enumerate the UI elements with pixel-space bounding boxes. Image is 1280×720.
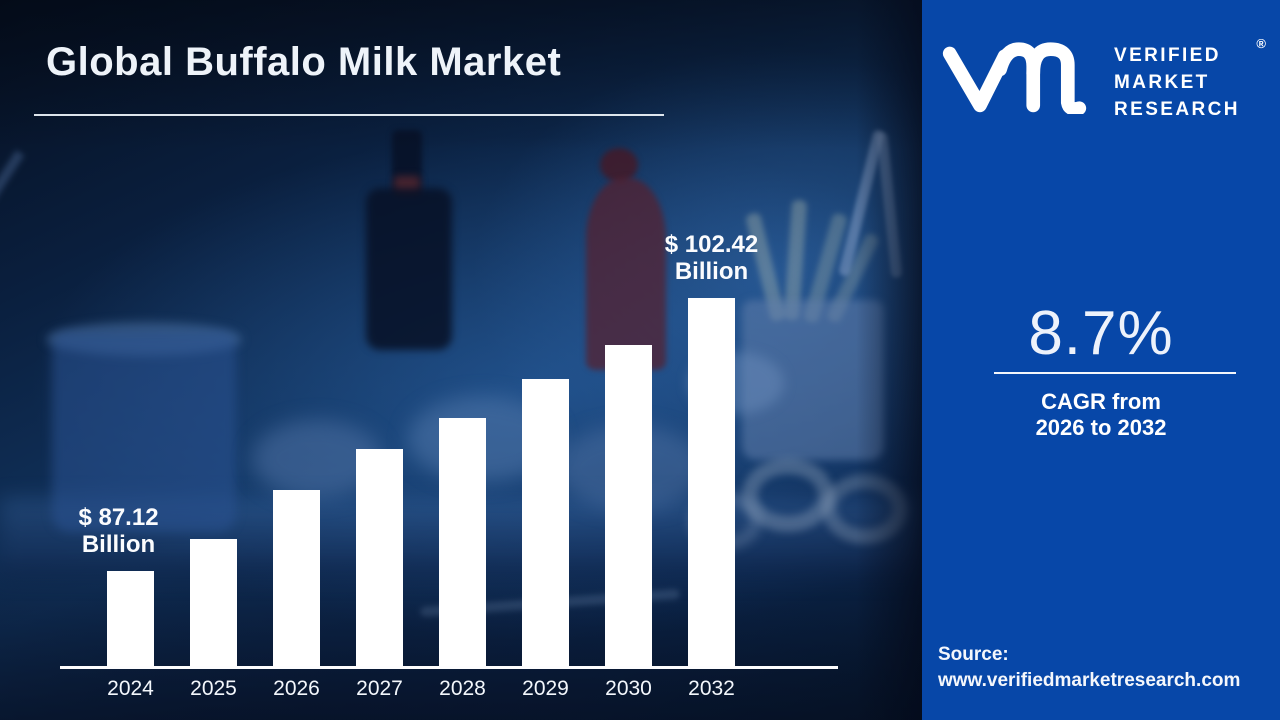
bar-column-2024: $ 87.12 Billion — [78, 504, 159, 666]
bar-2025 — [190, 539, 237, 666]
bar-column-2026 — [273, 490, 320, 666]
cagr-caption: CAGR from 2026 to 2032 — [922, 389, 1280, 441]
x-axis-labels: 2024 2025 2026 2027 2028 2029 2030 2032 — [107, 677, 735, 701]
brand-line-research: RESEARCH — [1114, 99, 1240, 120]
bar-value-label-2032: $ 102.42 Billion — [664, 231, 759, 285]
bar-column-2032: $ 102.42 Billion — [665, 231, 758, 666]
x-tick-2029: 2029 — [522, 677, 569, 700]
cagr-caption-line2: 2026 to 2032 — [1035, 415, 1167, 440]
x-tick-2027: 2027 — [356, 677, 403, 700]
bar-2028 — [439, 418, 486, 666]
source-label: Source: — [938, 644, 1009, 665]
bar-column-2025 — [190, 539, 237, 666]
bar-column-2028 — [439, 418, 486, 666]
title-underline — [34, 114, 664, 116]
bar-2026 — [273, 490, 320, 666]
bar-column-2027 — [356, 449, 403, 666]
bar-value-label-2024: $ 87.12 Billion — [78, 504, 159, 558]
bar-column-2030 — [605, 345, 652, 666]
bar-2030 — [605, 345, 652, 666]
brand-panel: VERIFIED MARKET RESEARCH ® 8.7% CAGR fro… — [922, 0, 1280, 720]
x-tick-2032: 2032 — [688, 677, 735, 700]
bar-2024 — [107, 571, 154, 666]
vmr-logo-icon — [942, 42, 1087, 114]
cagr-value: 8.7% — [1028, 299, 1174, 368]
bar-2032 — [688, 298, 735, 666]
x-tick-2025: 2025 — [190, 677, 237, 700]
cagr-caption-line1: CAGR from — [1041, 389, 1161, 414]
x-tick-2028: 2028 — [439, 677, 486, 700]
page-title: Global Buffalo Milk Market — [46, 40, 562, 84]
source-url: www.verifiedmarketresearch.com — [938, 670, 1241, 691]
x-tick-2024: 2024 — [107, 677, 154, 700]
bar-2029 — [522, 379, 569, 666]
bars-row: $ 87.12 Billion $ 102.42 Billion — [78, 231, 758, 666]
registered-trademark-icon: ® — [1256, 36, 1266, 51]
bar-column-2029 — [522, 379, 569, 666]
brand-block: VERIFIED MARKET RESEARCH ® — [922, 0, 1280, 130]
bar-2027 — [356, 449, 403, 666]
x-axis-line — [60, 666, 838, 669]
source-block: Source: www.verifiedmarketresearch.com — [938, 642, 1240, 694]
brand-line-market: MARKET — [1114, 72, 1210, 93]
x-tick-2030: 2030 — [605, 677, 652, 700]
chart-panel: Global Buffalo Milk Market $ 87.12 Billio… — [0, 0, 922, 720]
brand-wordmark: VERIFIED MARKET RESEARCH — [1114, 42, 1240, 123]
cagr-divider — [994, 372, 1236, 374]
brand-line-verified: VERIFIED — [1114, 45, 1221, 66]
x-tick-2026: 2026 — [273, 677, 320, 700]
bar-chart: $ 87.12 Billion $ 102.42 Billion 2024 2025 20… — [60, 231, 838, 701]
